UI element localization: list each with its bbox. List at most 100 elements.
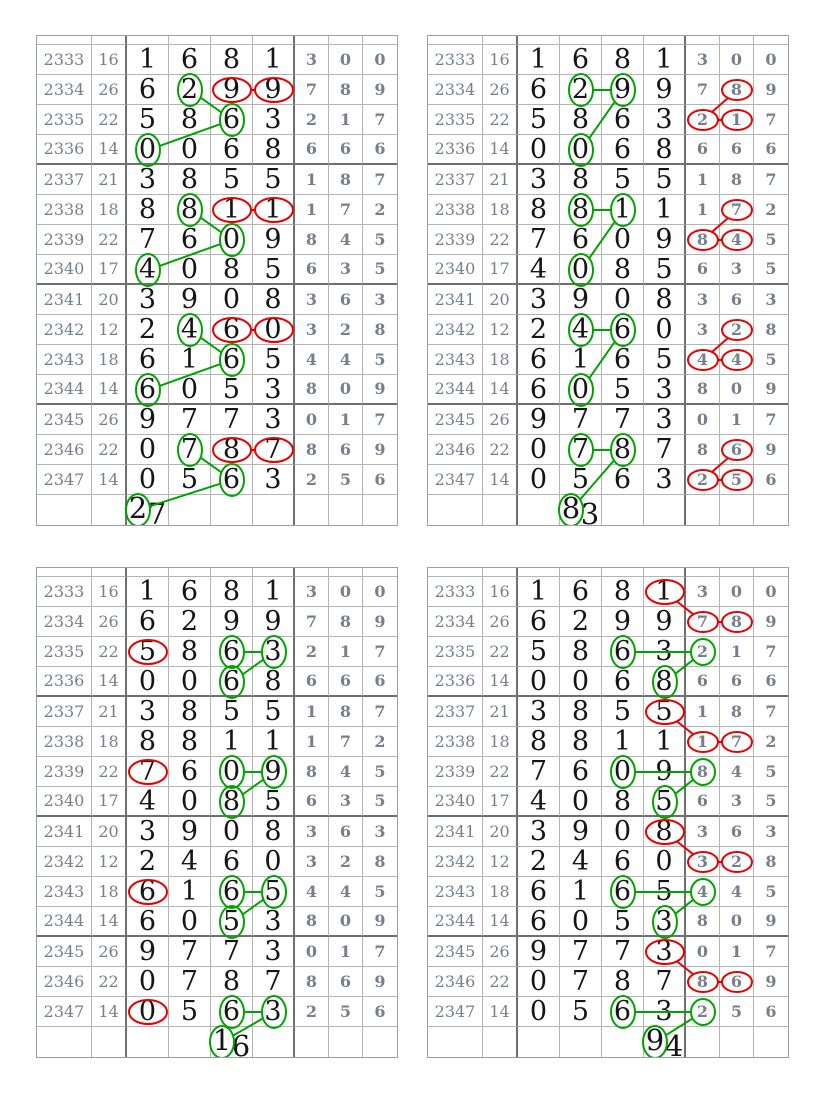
main-digit-cell: 5 xyxy=(253,345,295,375)
main-digit-cell: 3 xyxy=(253,937,295,967)
aux-digit-cell: 6 xyxy=(295,255,329,285)
sum-cell: 26 xyxy=(483,405,518,435)
sum-cell: 14 xyxy=(92,997,127,1027)
aux-digit-cell: 4 xyxy=(686,345,720,375)
aux-digit-cell: 5 xyxy=(720,465,754,495)
aux-digit-cell: 8 xyxy=(329,607,363,637)
main-digit-cell: 8 xyxy=(169,637,211,667)
aux-digit-cell: 5 xyxy=(363,345,397,375)
main-digit-cell: 1 xyxy=(518,45,560,75)
empty-cell xyxy=(754,1027,788,1057)
main-digit-cell: 7 xyxy=(169,937,211,967)
period-cell: 2336 xyxy=(37,667,92,697)
main-digit-cell: 9 xyxy=(211,607,253,637)
main-digit-cell: 8 xyxy=(602,967,644,997)
aux-digit-cell: 6 xyxy=(363,135,397,165)
aux-digit-cell: 6 xyxy=(329,967,363,997)
main-digit-cell: 1 xyxy=(253,45,295,75)
aux-digit-cell: 1 xyxy=(686,697,720,727)
aux-digit-cell: 8 xyxy=(686,375,720,405)
main-digit-cell: 6 xyxy=(169,577,211,607)
main-digit-cell: 6 xyxy=(127,907,169,937)
empty-cell xyxy=(602,495,644,525)
aux-digit-cell: 1 xyxy=(295,727,329,757)
main-digit-cell: 0 xyxy=(518,135,560,165)
main-digit-cell: 3 xyxy=(127,165,169,195)
main-digit-cell: 4 xyxy=(127,255,169,285)
main-digit-cell: 7 xyxy=(211,937,253,967)
aux-digit-cell: 9 xyxy=(363,435,397,465)
empty-cell xyxy=(169,568,211,577)
empty-cell xyxy=(363,568,397,577)
aux-digit-cell: 5 xyxy=(754,757,788,787)
predicted-digit: 2 xyxy=(128,491,148,526)
empty-cell xyxy=(329,36,363,45)
empty-cell xyxy=(37,495,92,525)
sum-cell: 12 xyxy=(92,315,127,345)
period-cell: 2344 xyxy=(37,907,92,937)
main-digit-cell: 6 xyxy=(127,75,169,105)
aux-digit-cell: 7 xyxy=(686,607,720,637)
main-digit-cell: 1 xyxy=(211,195,253,225)
aux-digit-cell: 1 xyxy=(295,697,329,727)
main-digit-cell: 0 xyxy=(169,375,211,405)
main-digit-cell: 8 xyxy=(602,45,644,75)
aux-digit-cell: 7 xyxy=(754,697,788,727)
period-cell: 2333 xyxy=(428,45,483,75)
empty-cell xyxy=(518,568,560,577)
aux-digit-cell: 5 xyxy=(754,225,788,255)
main-digit-cell: 0 xyxy=(127,997,169,1027)
sum-cell: 22 xyxy=(92,637,127,667)
main-digit-cell: 0 xyxy=(560,135,602,165)
empty-cell xyxy=(518,36,560,45)
period-cell: 2338 xyxy=(37,195,92,225)
aux-digit-cell: 6 xyxy=(686,135,720,165)
aux-digit-cell: 6 xyxy=(754,465,788,495)
main-digit-cell: 0 xyxy=(253,847,295,877)
period-cell: 2341 xyxy=(428,817,483,847)
main-digit-cell: 7 xyxy=(644,967,686,997)
main-digit-cell: 2 xyxy=(560,75,602,105)
sum-cell: 18 xyxy=(483,877,518,907)
sum-cell: 18 xyxy=(92,195,127,225)
sum-cell: 22 xyxy=(92,105,127,135)
main-digit-cell: 8 xyxy=(211,787,253,817)
main-digit-cell: 3 xyxy=(518,697,560,727)
main-digit-cell: 5 xyxy=(560,997,602,1027)
empty-cell xyxy=(127,36,169,45)
main-digit-cell: 0 xyxy=(518,667,560,697)
aux-digit-cell: 1 xyxy=(720,937,754,967)
main-digit-cell: 5 xyxy=(644,345,686,375)
empty-cell xyxy=(329,495,363,525)
aux-digit-cell: 2 xyxy=(295,637,329,667)
main-digit-cell: 9 xyxy=(560,817,602,847)
main-digit-cell: 1 xyxy=(560,345,602,375)
aux-digit-cell: 1 xyxy=(295,165,329,195)
period-cell: 2340 xyxy=(37,787,92,817)
aux-digit-cell: 6 xyxy=(686,667,720,697)
sum-cell: 26 xyxy=(92,75,127,105)
aux-digit-cell: 6 xyxy=(720,817,754,847)
empty-cell xyxy=(602,36,644,45)
aux-digit-cell: 3 xyxy=(295,285,329,315)
main-digit-cell: 6 xyxy=(560,577,602,607)
aux-digit-cell: 5 xyxy=(363,225,397,255)
main-digit-cell: 2 xyxy=(127,847,169,877)
empty-cell xyxy=(127,1027,169,1057)
empty-cell xyxy=(686,36,720,45)
empty-cell xyxy=(169,36,211,45)
main-digit-cell: 7 xyxy=(602,937,644,967)
sum-cell: 26 xyxy=(483,937,518,967)
aux-digit-cell: 2 xyxy=(363,195,397,225)
main-digit-cell: 2 xyxy=(518,315,560,345)
empty-cell xyxy=(720,495,754,525)
main-digit-cell: 0 xyxy=(560,375,602,405)
empty-cell xyxy=(169,495,211,525)
aux-digit-cell: 0 xyxy=(329,577,363,607)
main-digit-cell: 1 xyxy=(169,877,211,907)
empty-cell xyxy=(253,36,295,45)
main-digit-cell: 1 xyxy=(518,577,560,607)
empty-cell xyxy=(560,36,602,45)
aux-digit-cell: 4 xyxy=(329,225,363,255)
main-digit-cell: 9 xyxy=(644,75,686,105)
